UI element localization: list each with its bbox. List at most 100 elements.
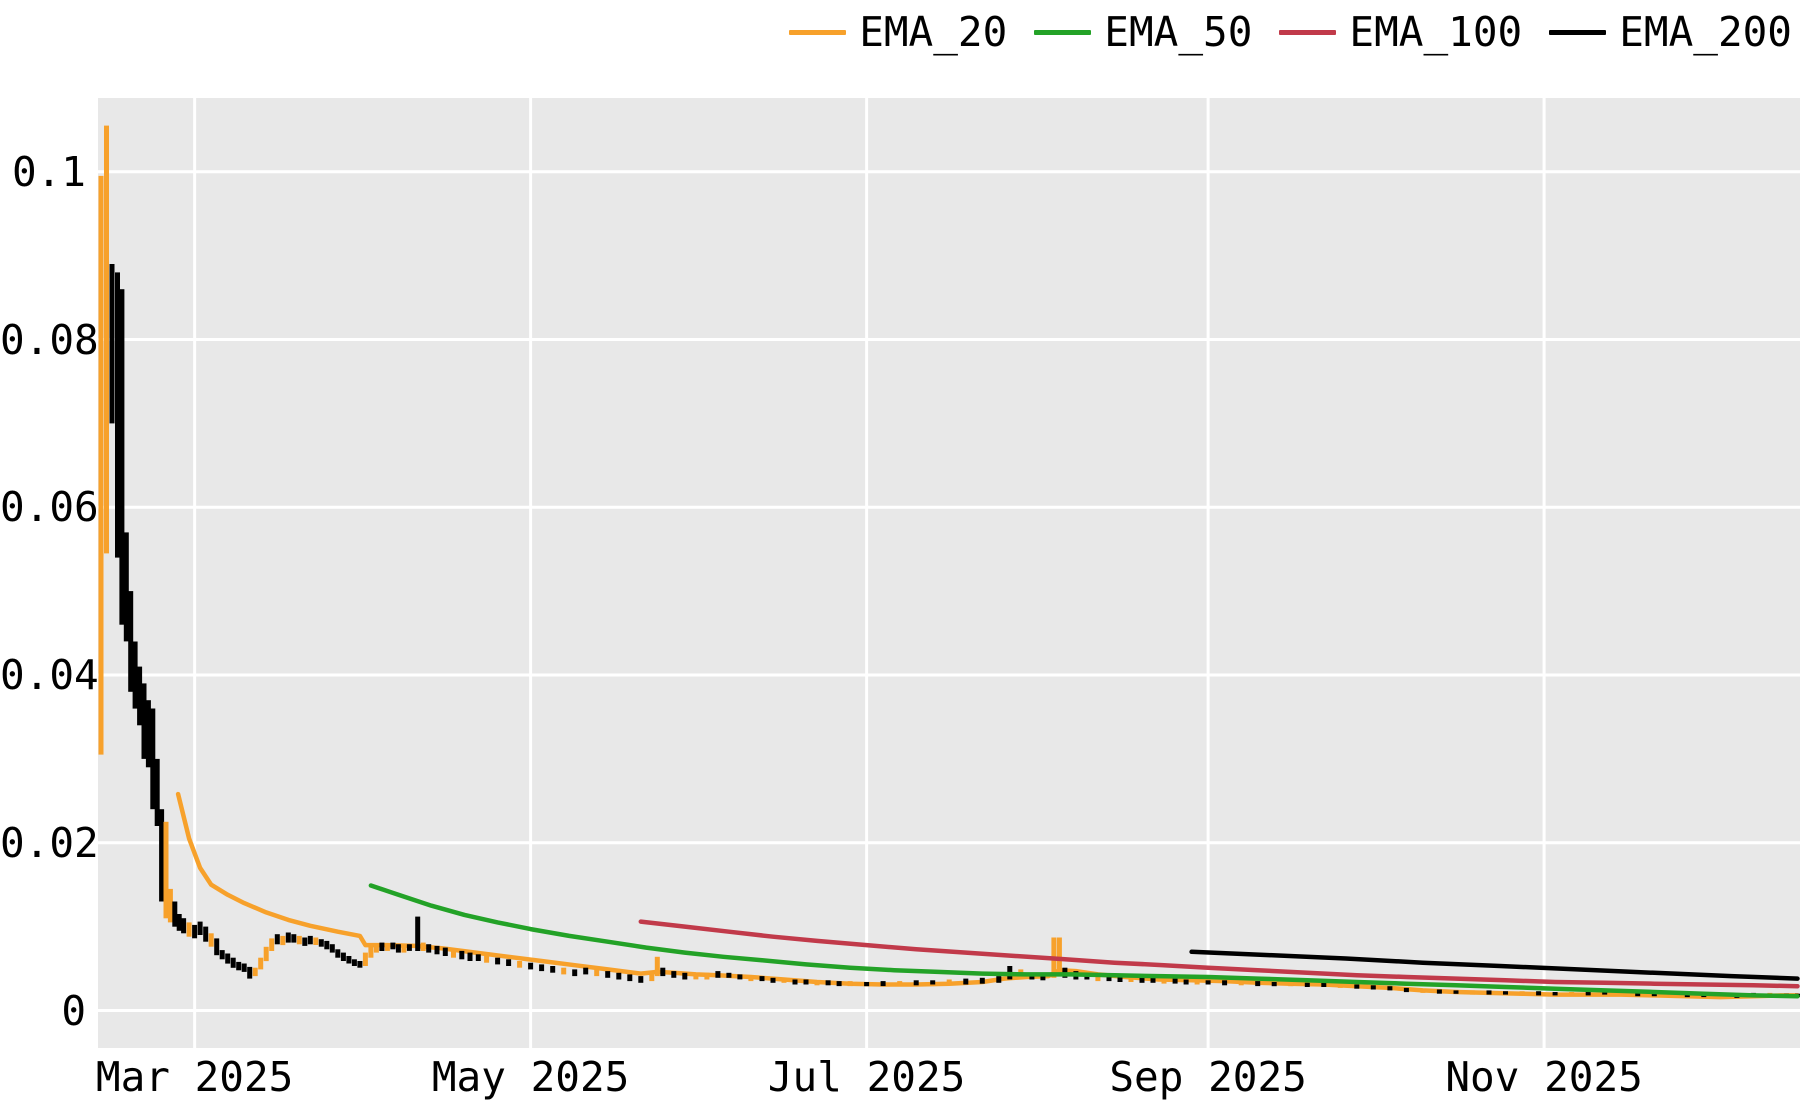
price-bar bbox=[159, 809, 165, 902]
price-bar bbox=[979, 977, 985, 984]
y-tick-label: 0.08 bbox=[0, 315, 99, 364]
price-bar bbox=[119, 289, 125, 625]
price-bar bbox=[390, 942, 396, 950]
price-bar bbox=[172, 901, 178, 927]
price-bar bbox=[748, 976, 754, 982]
ema20-line-swatch-icon bbox=[789, 29, 847, 35]
price-bar bbox=[368, 946, 374, 958]
x-tick-label: Mar 2025 bbox=[95, 1053, 294, 1101]
price-bar bbox=[1128, 977, 1134, 982]
price-bar bbox=[880, 981, 886, 987]
price-bar bbox=[946, 979, 952, 985]
price-bar bbox=[704, 972, 710, 980]
price-bar bbox=[230, 957, 236, 968]
price-bar bbox=[406, 944, 412, 951]
price-bar bbox=[1552, 992, 1558, 996]
ema100-line-swatch-icon bbox=[1279, 29, 1337, 35]
price-bar bbox=[495, 957, 501, 965]
price-bar bbox=[1106, 976, 1112, 982]
y-tick-label: 0 bbox=[61, 986, 86, 1035]
price-bar bbox=[654, 956, 660, 977]
price-bar bbox=[1255, 981, 1261, 987]
price-bar bbox=[340, 952, 346, 961]
price-bar bbox=[373, 944, 379, 953]
price-bar bbox=[1486, 990, 1492, 995]
legend-label-ema100: EMA_100 bbox=[1349, 8, 1523, 56]
price-bar bbox=[291, 934, 297, 943]
price-bar bbox=[258, 957, 264, 970]
price-bar bbox=[357, 961, 363, 968]
price-bar bbox=[864, 982, 870, 987]
price-bar bbox=[335, 949, 341, 958]
price-bar bbox=[715, 971, 721, 978]
price-bar bbox=[197, 921, 203, 935]
y-tick-label: 0.06 bbox=[0, 483, 99, 532]
price-bar bbox=[913, 980, 919, 986]
price-bar bbox=[572, 969, 578, 977]
price-bar bbox=[1040, 974, 1046, 981]
ema200-line-swatch-icon bbox=[1549, 29, 1607, 35]
price-bar bbox=[1668, 992, 1674, 998]
price-bar bbox=[434, 945, 440, 955]
price-bar bbox=[208, 933, 214, 947]
price-bar bbox=[1503, 991, 1508, 995]
price-bar bbox=[109, 264, 115, 424]
price-bar bbox=[225, 953, 231, 964]
price-bar bbox=[1205, 980, 1211, 985]
price-bar bbox=[451, 949, 456, 958]
price-bar bbox=[384, 944, 390, 951]
price-bar bbox=[302, 937, 308, 946]
price-bar bbox=[329, 944, 335, 953]
price-bar bbox=[351, 959, 357, 966]
y-tick-label: 0.02 bbox=[0, 818, 99, 867]
price-bar bbox=[737, 974, 743, 980]
chart-legend: EMA_20 EMA_50 EMA_100 EMA_200 bbox=[0, 6, 1792, 58]
price-bar bbox=[132, 641, 138, 709]
price-bar bbox=[682, 972, 688, 980]
price-bar bbox=[1117, 976, 1123, 982]
price-bar bbox=[1387, 986, 1393, 991]
price-bar bbox=[1370, 985, 1376, 990]
price-bar bbox=[930, 980, 936, 985]
price-bar bbox=[181, 918, 187, 934]
price-bar bbox=[203, 926, 209, 942]
x-tick-label: May 2025 bbox=[431, 1053, 630, 1101]
price-bar bbox=[241, 963, 247, 972]
price-bar bbox=[963, 978, 969, 985]
price-bar bbox=[167, 888, 173, 923]
price-bar bbox=[263, 946, 269, 962]
price-bar bbox=[1222, 980, 1228, 986]
x-tick-label: Sep 2025 bbox=[1109, 1053, 1307, 1101]
price-bar bbox=[1569, 992, 1575, 997]
price-bar bbox=[1183, 979, 1189, 985]
price-bar bbox=[814, 980, 820, 986]
price-bar bbox=[285, 932, 291, 943]
price-bar bbox=[104, 125, 109, 554]
price-bar bbox=[467, 952, 473, 961]
legend-label-ema50: EMA_50 bbox=[1104, 8, 1253, 56]
price-bar bbox=[192, 924, 198, 939]
price-bar bbox=[415, 916, 421, 951]
price-bar bbox=[214, 938, 220, 956]
x-tick-label: Jul 2025 bbox=[767, 1053, 966, 1101]
price-bar bbox=[269, 938, 275, 951]
price-bar bbox=[362, 952, 368, 966]
price-bar bbox=[517, 961, 523, 968]
price-bar bbox=[897, 981, 903, 986]
price-bar bbox=[313, 937, 319, 945]
price-bar bbox=[803, 979, 809, 985]
price-bar bbox=[996, 976, 1002, 983]
legend-item-ema200: EMA_200 bbox=[1549, 6, 1792, 58]
price-bar bbox=[442, 947, 448, 956]
price-bar bbox=[792, 979, 798, 985]
price-bar bbox=[274, 934, 280, 945]
price-bar bbox=[847, 981, 853, 987]
price-bar bbox=[1321, 982, 1327, 987]
price-bar bbox=[318, 939, 324, 947]
legend-item-ema20: EMA_20 bbox=[789, 6, 1007, 58]
price-bar bbox=[671, 971, 677, 978]
price-bar bbox=[307, 935, 313, 945]
price-bar bbox=[1139, 977, 1145, 983]
price-bar bbox=[1403, 987, 1409, 993]
